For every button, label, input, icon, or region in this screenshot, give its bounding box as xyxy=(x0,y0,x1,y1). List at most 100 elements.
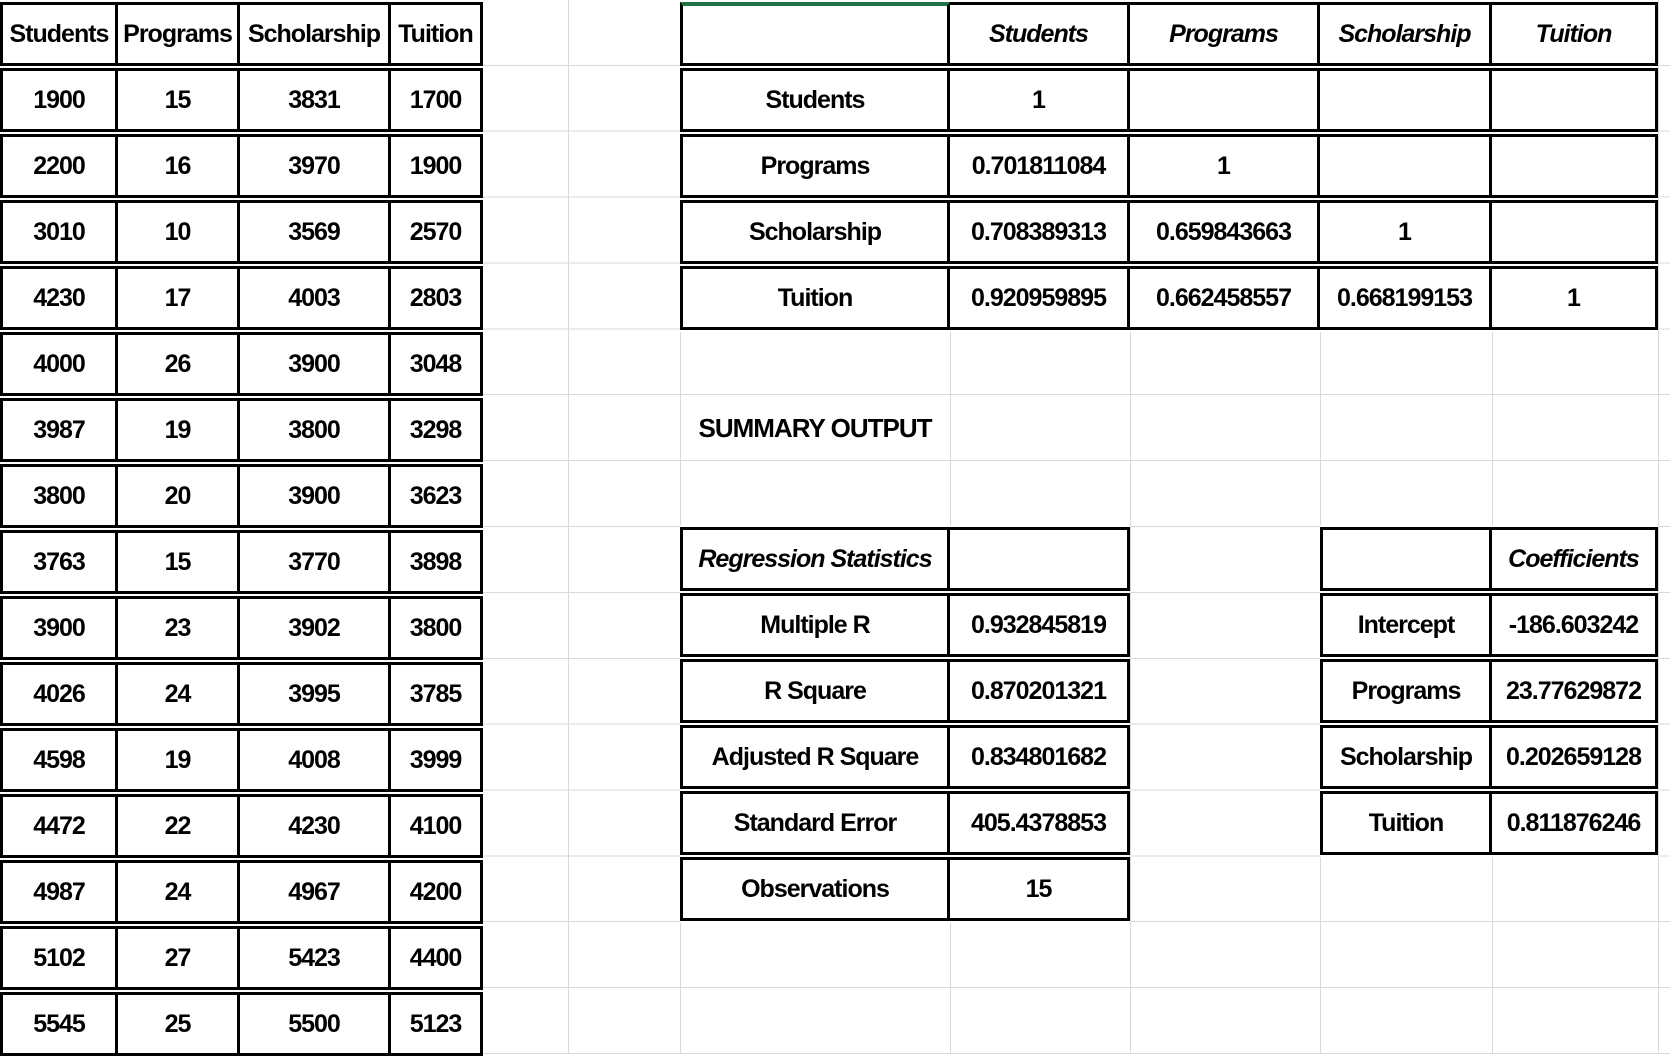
data-cell[interactable]: 3831 xyxy=(240,68,391,132)
stat-value-cell[interactable]: 0.932845819 xyxy=(950,593,1130,657)
stat-value-cell[interactable]: 0.870201321 xyxy=(950,659,1130,723)
correlation-value-cell[interactable]: 1 xyxy=(950,68,1130,132)
data-cell[interactable]: 24 xyxy=(118,662,240,726)
data-cell[interactable]: 17 xyxy=(118,266,240,330)
data-cell[interactable]: 15 xyxy=(118,530,240,594)
table-title-cell[interactable]: Coefficients xyxy=(1492,527,1658,591)
data-cell[interactable]: 1900 xyxy=(0,68,118,132)
corner-cell[interactable] xyxy=(680,2,950,66)
column-header-cell[interactable]: Scholarship xyxy=(240,2,391,66)
data-cell[interactable]: 1900 xyxy=(391,134,483,198)
correlation-value-cell[interactable]: 1 xyxy=(1130,134,1320,198)
data-cell[interactable]: 15 xyxy=(118,68,240,132)
empty-cell[interactable] xyxy=(1492,134,1658,198)
column-header-cell[interactable]: Tuition xyxy=(1492,2,1658,66)
correlation-value-cell[interactable]: 1 xyxy=(1320,200,1492,264)
data-cell[interactable]: 3048 xyxy=(391,332,483,396)
data-cell[interactable]: 5123 xyxy=(391,992,483,1056)
data-cell[interactable]: 3763 xyxy=(0,530,118,594)
data-cell[interactable]: 4230 xyxy=(0,266,118,330)
data-cell[interactable]: 3900 xyxy=(240,464,391,528)
row-label-cell[interactable]: Scholarship xyxy=(680,200,950,264)
data-cell[interactable]: 3800 xyxy=(240,398,391,462)
data-cell[interactable]: 16 xyxy=(118,134,240,198)
empty-cell[interactable] xyxy=(1320,134,1492,198)
data-cell[interactable]: 19 xyxy=(118,728,240,792)
data-cell[interactable]: 22 xyxy=(118,794,240,858)
stat-value-cell[interactable]: 15 xyxy=(950,857,1130,921)
data-cell[interactable]: 3785 xyxy=(391,662,483,726)
data-cell[interactable]: 4003 xyxy=(240,266,391,330)
data-cell[interactable]: 23 xyxy=(118,596,240,660)
coefficient-value-cell[interactable]: 0.202659128 xyxy=(1492,725,1658,789)
data-cell[interactable]: 4200 xyxy=(391,860,483,924)
correlation-value-cell[interactable]: 0.668199153 xyxy=(1320,266,1492,330)
column-header-cell[interactable]: Programs xyxy=(118,2,240,66)
data-cell[interactable]: 3800 xyxy=(0,464,118,528)
data-cell[interactable]: 1700 xyxy=(391,68,483,132)
stat-label-cell[interactable]: Standard Error xyxy=(680,791,950,855)
data-cell[interactable]: 5423 xyxy=(240,926,391,990)
coefficient-label-cell[interactable]: Tuition xyxy=(1320,791,1492,855)
data-cell[interactable]: 3898 xyxy=(391,530,483,594)
coefficient-value-cell[interactable]: -186.603242 xyxy=(1492,593,1658,657)
row-label-cell[interactable]: Tuition xyxy=(680,266,950,330)
correlation-value-cell[interactable]: 0.920959895 xyxy=(950,266,1130,330)
correlation-value-cell[interactable]: 0.659843663 xyxy=(1130,200,1320,264)
data-cell[interactable]: 5500 xyxy=(240,992,391,1056)
column-header-cell[interactable]: Programs xyxy=(1130,2,1320,66)
coefficient-value-cell[interactable]: 23.77629872 xyxy=(1492,659,1658,723)
empty-cell[interactable] xyxy=(1320,527,1492,591)
data-cell[interactable]: 4026 xyxy=(0,662,118,726)
data-cell[interactable]: 3987 xyxy=(0,398,118,462)
data-cell[interactable]: 25 xyxy=(118,992,240,1056)
data-cell[interactable]: 4598 xyxy=(0,728,118,792)
correlation-value-cell[interactable]: 0.662458557 xyxy=(1130,266,1320,330)
data-cell[interactable]: 2200 xyxy=(0,134,118,198)
data-cell[interactable]: 3995 xyxy=(240,662,391,726)
data-cell[interactable]: 3010 xyxy=(0,200,118,264)
empty-cell[interactable] xyxy=(1130,68,1320,132)
data-cell[interactable]: 3900 xyxy=(0,596,118,660)
column-header-cell[interactable]: Tuition xyxy=(391,2,483,66)
data-cell[interactable]: 3770 xyxy=(240,530,391,594)
stat-label-cell[interactable]: Observations xyxy=(680,857,950,921)
coefficient-label-cell[interactable]: Programs xyxy=(1320,659,1492,723)
data-cell[interactable]: 2570 xyxy=(391,200,483,264)
data-cell[interactable]: 26 xyxy=(118,332,240,396)
data-cell[interactable]: 4230 xyxy=(240,794,391,858)
data-cell[interactable]: 4000 xyxy=(0,332,118,396)
empty-cell[interactable] xyxy=(1492,68,1658,132)
empty-cell[interactable] xyxy=(950,527,1130,591)
stat-label-cell[interactable]: Multiple R xyxy=(680,593,950,657)
data-cell[interactable]: 3623 xyxy=(391,464,483,528)
data-cell[interactable]: 4472 xyxy=(0,794,118,858)
data-cell[interactable]: 20 xyxy=(118,464,240,528)
coefficient-label-cell[interactable]: Intercept xyxy=(1320,593,1492,657)
stat-label-cell[interactable]: Adjusted R Square xyxy=(680,725,950,789)
stat-value-cell[interactable]: 0.834801682 xyxy=(950,725,1130,789)
data-cell[interactable]: 4008 xyxy=(240,728,391,792)
row-label-cell[interactable]: Students xyxy=(680,68,950,132)
data-cell[interactable]: 4987 xyxy=(0,860,118,924)
data-cell[interactable]: 3900 xyxy=(240,332,391,396)
data-cell[interactable]: 5545 xyxy=(0,992,118,1056)
data-cell[interactable]: 10 xyxy=(118,200,240,264)
correlation-value-cell[interactable]: 1 xyxy=(1492,266,1658,330)
data-cell[interactable]: 2803 xyxy=(391,266,483,330)
coefficient-label-cell[interactable]: Scholarship xyxy=(1320,725,1492,789)
row-label-cell[interactable]: Programs xyxy=(680,134,950,198)
stat-label-cell[interactable]: R Square xyxy=(680,659,950,723)
data-cell[interactable]: 3902 xyxy=(240,596,391,660)
table-title-cell[interactable]: Regression Statistics xyxy=(680,527,950,591)
stat-value-cell[interactable]: 405.4378853 xyxy=(950,791,1130,855)
data-cell[interactable]: 3298 xyxy=(391,398,483,462)
data-cell[interactable]: 4400 xyxy=(391,926,483,990)
column-header-cell[interactable]: Students xyxy=(0,2,118,66)
data-cell[interactable]: 3800 xyxy=(391,596,483,660)
data-cell[interactable]: 19 xyxy=(118,398,240,462)
empty-cell[interactable] xyxy=(1320,68,1492,132)
data-cell[interactable]: 4100 xyxy=(391,794,483,858)
data-cell[interactable]: 4967 xyxy=(240,860,391,924)
empty-cell[interactable] xyxy=(1492,200,1658,264)
